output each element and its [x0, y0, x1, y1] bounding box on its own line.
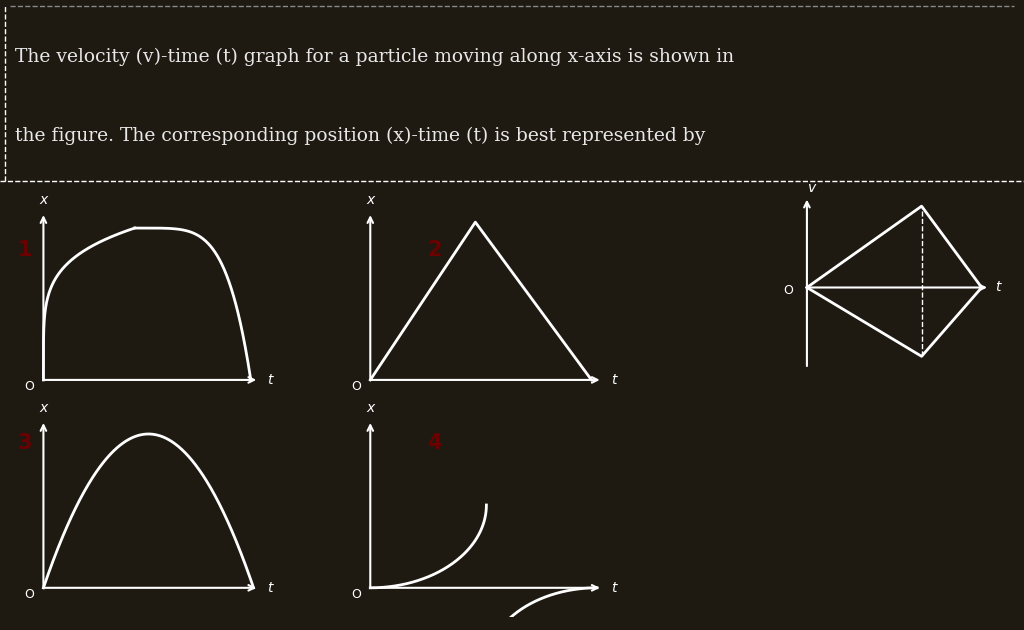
- Text: t: t: [610, 373, 616, 387]
- Text: O: O: [351, 380, 361, 392]
- Text: O: O: [25, 588, 35, 600]
- Text: x: x: [367, 193, 375, 207]
- Text: 3: 3: [17, 433, 32, 452]
- Text: the figure. The corresponding position (x)-time (t) is best represented by: the figure. The corresponding position (…: [15, 127, 706, 145]
- Text: t: t: [610, 581, 616, 595]
- Text: t: t: [267, 373, 272, 387]
- Text: v: v: [808, 181, 816, 195]
- Text: t: t: [995, 280, 1000, 294]
- Text: 4: 4: [427, 433, 441, 452]
- Text: O: O: [351, 588, 361, 600]
- Text: x: x: [367, 401, 375, 415]
- Text: x: x: [39, 193, 47, 207]
- Text: 2: 2: [427, 241, 441, 260]
- Text: O: O: [783, 284, 793, 297]
- Text: 1: 1: [17, 241, 32, 260]
- Text: t: t: [267, 581, 272, 595]
- Text: The velocity (v)-time (t) graph for a particle moving along x-axis is shown in: The velocity (v)-time (t) graph for a pa…: [15, 48, 734, 66]
- Text: O: O: [25, 380, 35, 392]
- Text: x: x: [39, 401, 47, 415]
